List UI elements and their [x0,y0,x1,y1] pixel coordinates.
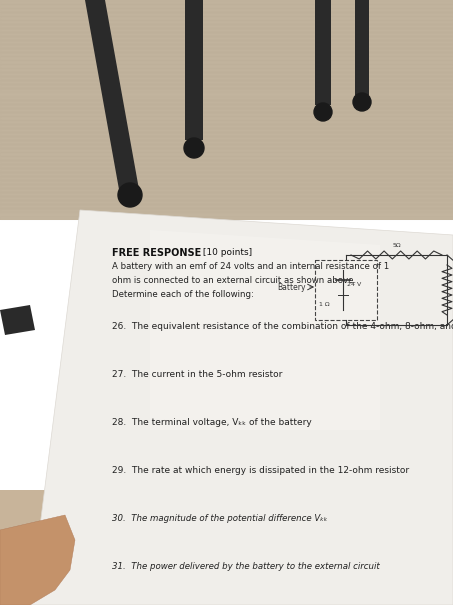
Bar [0,152,453,156]
Polygon shape [0,515,75,605]
Bar [0,136,453,140]
Bar [0,164,453,168]
Bar [0,204,453,208]
Bar [315,260,377,320]
Bar [0,56,453,60]
Bar [0,188,453,192]
Bar [0,0,453,4]
Bar [0,144,453,148]
Bar [0,96,453,100]
Bar [315,0,331,105]
Bar [0,44,453,48]
Bar [0,68,453,72]
Polygon shape [0,305,35,335]
Polygon shape [85,0,140,195]
Bar [0,20,453,24]
Text: ohm is connected to an external circuit as shown above.: ohm is connected to an external circuit … [112,276,356,285]
Text: Determine each of the following:: Determine each of the following: [112,290,254,299]
Text: 27.  The current in the 5-ohm resistor: 27. The current in the 5-ohm resistor [112,370,282,379]
Bar [0,212,453,216]
Bar [0,112,453,116]
Bar [0,140,453,144]
Bar [0,116,453,120]
Bar [0,108,453,112]
Polygon shape [30,210,453,605]
Bar [0,52,453,56]
Bar [0,12,453,16]
Circle shape [118,183,142,207]
Bar [0,192,453,196]
Bar [0,16,453,20]
Circle shape [314,103,332,121]
Bar [0,4,453,8]
Text: 29.  The rate at which energy is dissipated in the 12-ohm resistor: 29. The rate at which energy is dissipat… [112,466,409,475]
Bar [0,120,453,124]
Bar [0,8,453,12]
Bar [0,208,453,212]
Bar [0,36,453,40]
Bar [0,216,453,220]
Bar [0,64,453,68]
Bar [0,40,453,44]
Text: 28.  The terminal voltage, Vₖₖ of the battery: 28. The terminal voltage, Vₖₖ of the bat… [112,418,312,427]
Bar [0,92,453,96]
Bar [0,104,453,108]
Bar [0,60,453,64]
Text: Battery: Battery [277,283,305,292]
Polygon shape [150,230,380,430]
Bar [0,124,453,128]
Circle shape [184,138,204,158]
Bar [0,48,453,52]
Text: 5Ω: 5Ω [392,243,401,248]
Bar [0,196,453,200]
Bar [0,88,453,92]
Bar [0,172,453,176]
Bar [0,156,453,160]
Bar [0,24,453,28]
Bar [0,32,453,36]
Bar [0,160,453,164]
Circle shape [353,93,371,111]
Text: 26.  The equivalent resistance of the combination of the 4-ohm, 8-ohm, and 12-oh: 26. The equivalent resistance of the com… [112,322,453,331]
Bar [0,176,453,180]
Text: 24 V: 24 V [347,282,361,287]
Bar [0,180,453,184]
Bar [0,80,453,84]
Text: 1 Ω: 1 Ω [319,302,330,307]
Text: [10 points]: [10 points] [200,248,252,257]
Text: FREE RESPONSE: FREE RESPONSE [112,248,201,258]
Text: A battery with an emf of 24 volts and an internal resistance of 1: A battery with an emf of 24 volts and an… [112,262,389,271]
Bar [355,0,369,95]
Bar [185,0,203,140]
Bar [0,184,453,188]
Polygon shape [0,490,80,605]
Bar [0,84,453,88]
Bar [0,100,453,104]
Text: 31.  The power delivered by the battery to the external circuit: 31. The power delivered by the battery t… [112,562,380,571]
Bar [0,28,453,32]
Bar [0,0,453,220]
Text: 30.  The magnitude of the potential difference Vₖₖ: 30. The magnitude of the potential diffe… [112,514,328,523]
Bar [0,72,453,76]
Bar [0,132,453,136]
Bar [0,200,453,204]
Bar [0,168,453,172]
Bar [0,128,453,132]
Bar [0,148,453,152]
Bar [0,76,453,80]
